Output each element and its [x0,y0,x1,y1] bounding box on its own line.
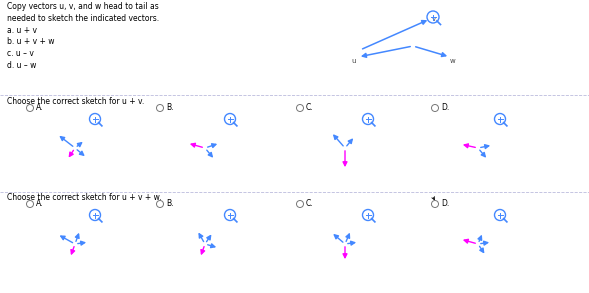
Text: Choose the correct sketch for u + v.: Choose the correct sketch for u + v. [7,97,144,106]
Text: Copy vectors u, v, and w head to tail as
needed to sketch the indicated vectors.: Copy vectors u, v, and w head to tail as… [7,2,159,70]
Text: w: w [450,58,456,64]
Text: B.: B. [166,200,174,209]
Text: A.: A. [36,103,44,113]
Text: C.: C. [306,103,313,113]
Text: v: v [432,16,436,22]
Text: A.: A. [36,200,44,209]
Text: u: u [352,58,356,64]
Text: C.: C. [306,200,313,209]
Text: B.: B. [166,103,174,113]
Text: D.: D. [441,103,449,113]
Text: Choose the correct sketch for u + v + w.: Choose the correct sketch for u + v + w. [7,193,161,202]
Text: D.: D. [441,200,449,209]
